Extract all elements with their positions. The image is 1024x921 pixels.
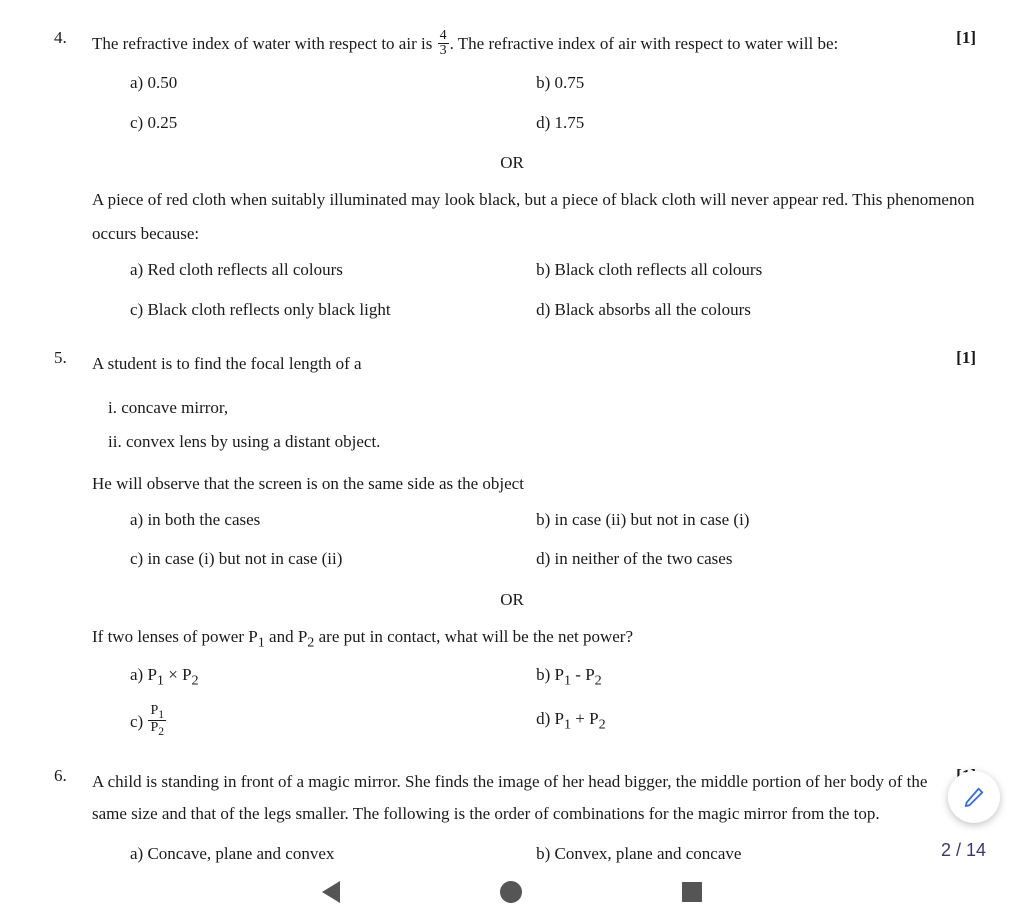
- back-icon[interactable]: [322, 881, 340, 903]
- q4-text-b: . The refractive index of air with respe…: [450, 34, 839, 53]
- q5-item-ii: ii. convex lens by using a distant objec…: [48, 425, 976, 459]
- or-separator: OR: [48, 153, 976, 173]
- option-b: b) P1 - P2: [536, 662, 942, 692]
- option-b: b) Black cloth reflects all colours: [536, 257, 942, 283]
- question-number: 6.: [48, 766, 92, 786]
- option-a: a) Red cloth reflects all colours: [130, 257, 536, 283]
- recent-icon[interactable]: [682, 882, 702, 902]
- edit-button[interactable]: [948, 771, 1000, 823]
- question-number: 5.: [48, 348, 92, 368]
- q5-alt-text: If two lenses of power P1 and P2 are put…: [48, 620, 976, 657]
- pencil-icon: [963, 786, 985, 808]
- q4-text-a: The refractive index of water with respe…: [92, 34, 437, 53]
- option-b: b) in case (ii) but not in case (i): [536, 507, 942, 533]
- option-d: d) Black absorbs all the colours: [536, 297, 942, 323]
- question-text: A student is to find the focal length of…: [92, 348, 928, 380]
- question-number: 4.: [48, 28, 92, 48]
- page-counter: 2 / 14: [941, 840, 986, 861]
- question-text: The refractive index of water with respe…: [92, 28, 928, 60]
- question-marks: [1]: [928, 348, 976, 368]
- q4-alt-options: a) Red cloth reflects all colours b) Bla…: [48, 257, 976, 336]
- question-marks: [1]: [928, 28, 976, 48]
- option-c: c) 0.25: [130, 110, 536, 136]
- fraction-p1-p2: P1P2: [148, 704, 166, 738]
- option-d: d) 1.75: [536, 110, 942, 136]
- q5-follow: He will observe that the screen is on th…: [48, 467, 976, 501]
- option-c: c) in case (i) but not in case (ii): [130, 546, 536, 572]
- home-icon[interactable]: [500, 881, 522, 903]
- option-d: d) in neither of the two cases: [536, 546, 942, 572]
- fraction-4-3: 43: [438, 29, 449, 58]
- question-text: A child is standing in front of a magic …: [92, 766, 928, 831]
- option-a: a) 0.50: [130, 70, 536, 96]
- question-4: 4. The refractive index of water with re…: [48, 28, 976, 336]
- question-5: 5. A student is to find the focal length…: [48, 348, 976, 754]
- option-b: b) 0.75: [536, 70, 942, 96]
- q5-options: a) in both the cases b) in case (ii) but…: [48, 507, 976, 586]
- option-c: c) P1P2: [130, 706, 536, 740]
- option-d: d) P1 + P2: [536, 706, 942, 740]
- or-separator: OR: [48, 590, 976, 610]
- q5-item-i: i. concave mirror,: [48, 391, 976, 425]
- q4-alt-text: A piece of red cloth when suitably illum…: [48, 183, 976, 251]
- nav-bar: [0, 863, 1024, 921]
- q5-alt-options: a) P1 × P2 b) P1 - P2 c) P1P2 d) P1 + P2: [48, 662, 976, 754]
- option-a: a) P1 × P2: [130, 662, 536, 692]
- q4-options: a) 0.50 b) 0.75 c) 0.25 d) 1.75: [48, 70, 976, 149]
- option-c: c) Black cloth reflects only black light: [130, 297, 536, 323]
- option-a: a) in both the cases: [130, 507, 536, 533]
- exam-page: 4. The refractive index of water with re…: [0, 0, 1024, 880]
